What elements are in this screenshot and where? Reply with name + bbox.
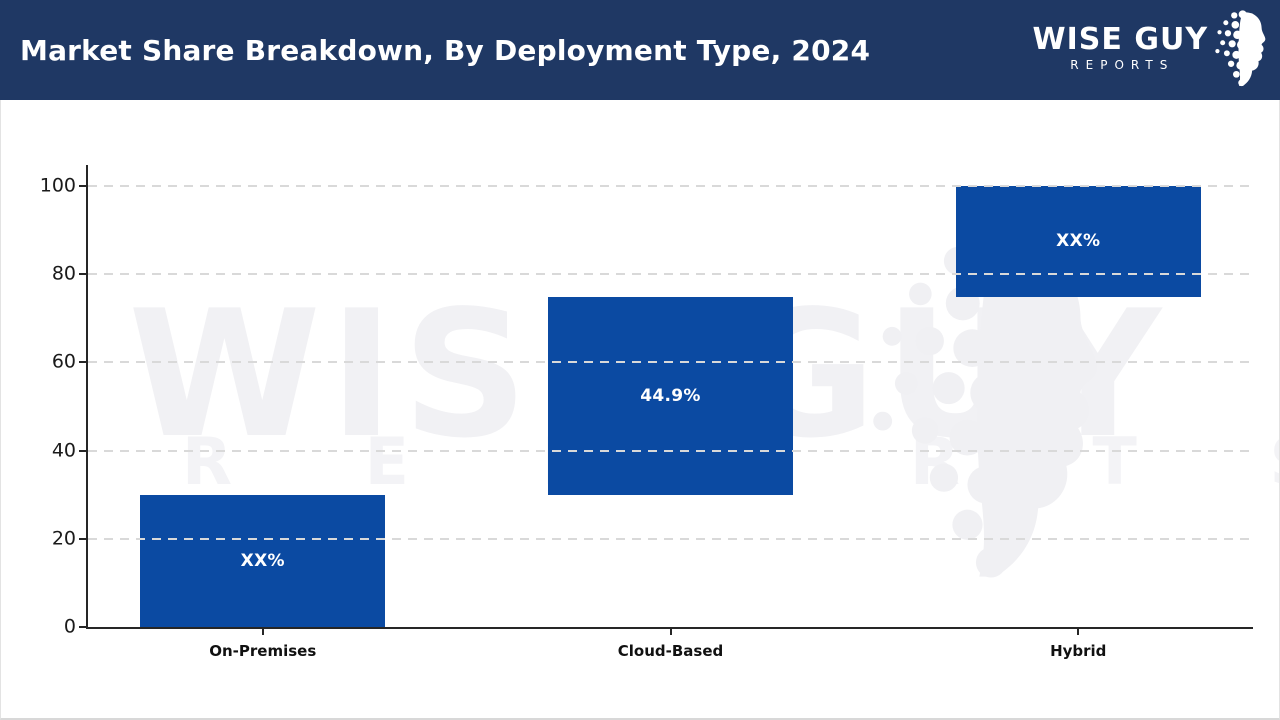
- y-tick-mark: [79, 537, 86, 540]
- wise-guy-head-icon: [1215, 10, 1266, 87]
- header-bar: Market Share Breakdown, By Deployment Ty…: [0, 0, 1280, 100]
- bar-value-label: XX%: [1056, 231, 1101, 252]
- y-tick-label: 60: [51, 350, 76, 373]
- x-category-label: Cloud-Based: [617, 642, 724, 660]
- x-tick-mark: [669, 627, 672, 635]
- y-tick-mark: [79, 449, 86, 452]
- logo-wordmark: WISE GUY: [1032, 22, 1209, 58]
- bar-value-label: XX%: [240, 550, 285, 571]
- wise-guy-reports-logo: WISE GUY REPORTS: [1033, 8, 1268, 88]
- y-tick-mark: [79, 626, 86, 628]
- x-category-label: On-Premises: [209, 642, 317, 660]
- bar-segment-1: XX%: [140, 494, 386, 627]
- gridline: [88, 449, 1253, 452]
- x-category-label: Hybrid: [1050, 642, 1107, 660]
- chart-region: WISE GUY R E P O R T S XX%44.9%XX% 02040…: [0, 100, 1280, 720]
- y-tick-mark: [79, 273, 86, 276]
- x-tick-mark: [1077, 627, 1080, 635]
- gridline: [88, 537, 1253, 540]
- bar-segment-3: XX%: [955, 186, 1201, 297]
- y-tick-label: 80: [51, 262, 76, 285]
- gridline: [88, 185, 1253, 187]
- y-tick-label: 20: [51, 527, 76, 550]
- bar-value-label: 44.9%: [640, 385, 701, 406]
- gridline: [88, 273, 1253, 276]
- chart-title: Market Share Breakdown, By Deployment Ty…: [20, 34, 871, 67]
- y-axis-spine: [86, 165, 88, 629]
- y-tick-mark: [79, 361, 86, 364]
- logo-subtitle: REPORTS: [1070, 57, 1175, 72]
- y-tick-label: 0: [63, 615, 76, 638]
- bar-segment-2: 44.9%: [548, 296, 793, 495]
- x-tick-mark: [261, 627, 264, 635]
- y-tick-label: 100: [39, 174, 76, 197]
- y-tick-label: 40: [51, 439, 76, 462]
- plot-area: XX% 44.9% XX% 0 20 40 60 80 100 On-Premises Clou…: [40, 165, 1253, 660]
- logo-wordmark-block: WISE GUY REPORTS: [1033, 24, 1209, 72]
- gridline: [88, 361, 1253, 364]
- y-tick-mark: [79, 185, 86, 187]
